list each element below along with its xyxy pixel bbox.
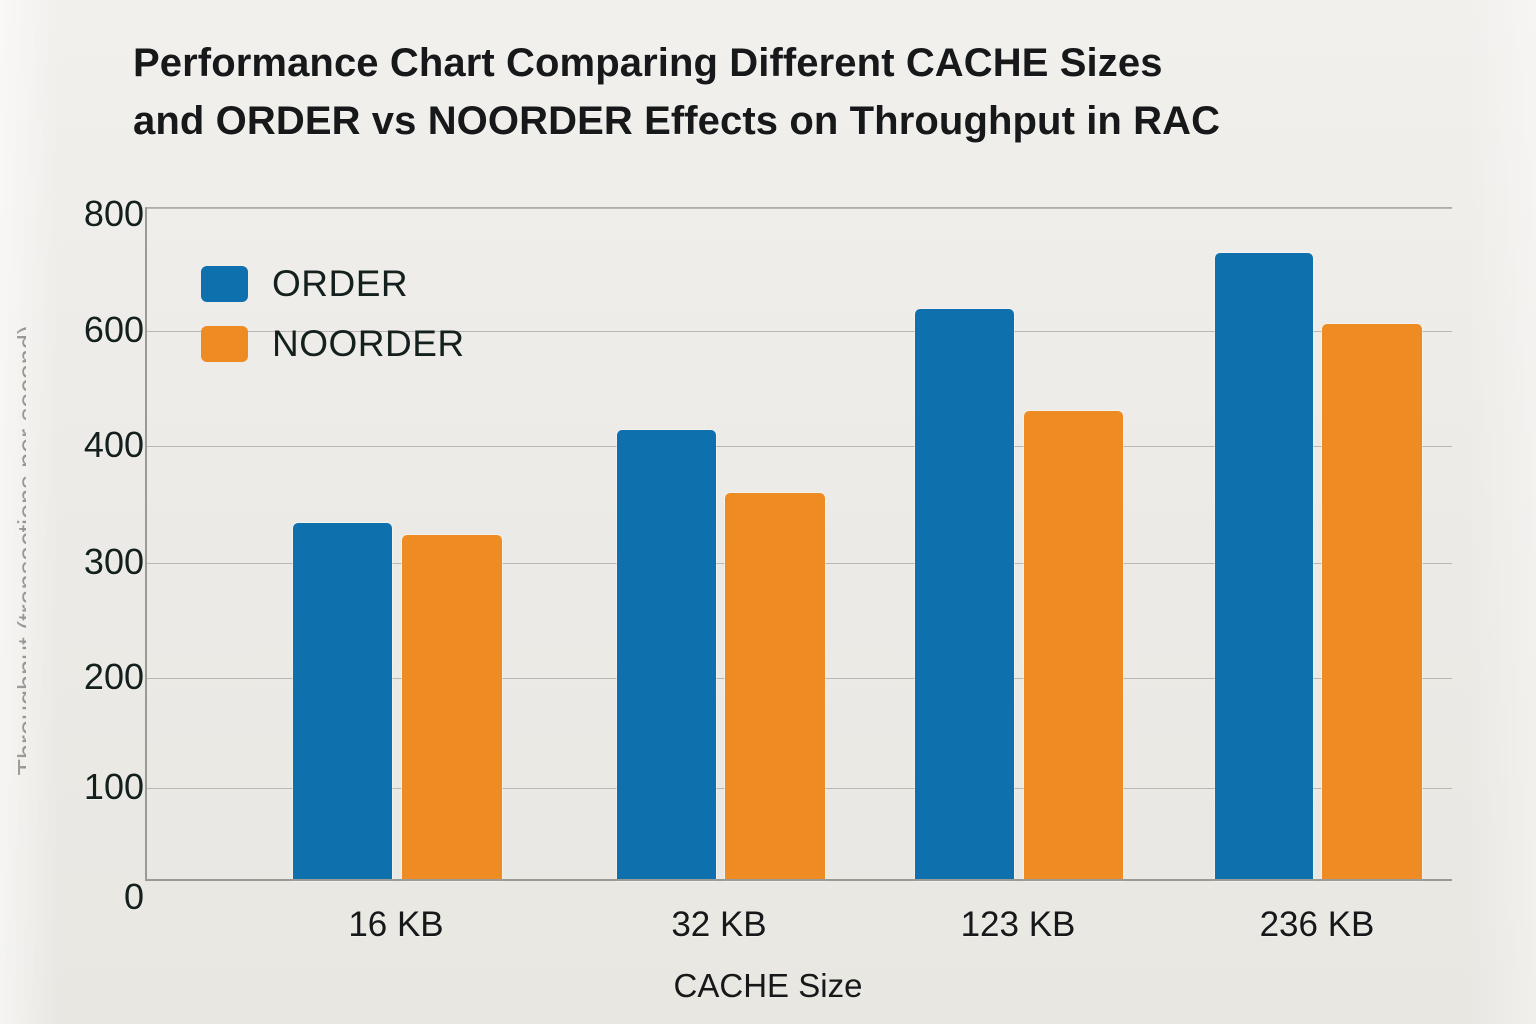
x-tick-label-16kb: 16 KB — [348, 905, 444, 944]
bar-noorder-16kb[interactable] — [402, 535, 502, 881]
y-tick-label-600: 600 — [83, 309, 144, 350]
bar-order-123kb[interactable] — [915, 309, 1014, 881]
bar-order-236kb[interactable] — [1215, 253, 1313, 881]
y-tick-label-300: 300 — [83, 541, 144, 582]
legend-item-noorder[interactable]: NOORDER — [201, 314, 465, 374]
chart-title-line-1: Performance Chart Comparing Different CA… — [133, 41, 1163, 85]
legend-item-order[interactable]: ORDER — [201, 254, 465, 314]
legend-label-noorder: NOORDER — [272, 323, 465, 364]
x-axis-label: CACHE Size — [673, 967, 863, 1004]
bar-order-32kb[interactable] — [617, 430, 716, 881]
gridline-800 — [147, 208, 1452, 209]
x-tick-label-123kb: 123 KB — [960, 905, 1076, 944]
y-tick-label-400: 400 — [83, 424, 144, 465]
legend-swatch-order-icon — [201, 266, 248, 302]
bar-noorder-236kb[interactable] — [1322, 324, 1422, 881]
legend-label-order: ORDER — [272, 263, 409, 304]
gridline-400 — [147, 446, 1452, 447]
y-tick-label-0: 0 — [123, 876, 144, 917]
y-tick-label-800: 800 — [83, 193, 144, 234]
y-tick-label-200: 200 — [83, 656, 144, 697]
y-tick-label-100: 100 — [83, 766, 144, 807]
x-axis-line — [145, 879, 1452, 881]
chart-legend: ORDER NOORDER — [201, 254, 465, 374]
y-axis-label-clip: Throughput (transactions per second) — [0, 200, 27, 840]
chart-title-line-2: and ORDER vs NOORDER Effects on Throughp… — [133, 99, 1221, 143]
gridline-600 — [147, 331, 1452, 332]
bar-noorder-32kb[interactable] — [725, 493, 825, 881]
x-tick-label-236kb: 236 KB — [1259, 905, 1375, 944]
x-tick-label-32kb: 32 KB — [671, 905, 767, 944]
plot-area: ORDER NOORDER — [145, 207, 1452, 881]
chart-title: Performance Chart Comparing Different CA… — [133, 34, 1433, 150]
bar-order-16kb[interactable] — [293, 523, 392, 881]
legend-swatch-noorder-icon — [201, 326, 248, 362]
bar-noorder-123kb[interactable] — [1024, 411, 1123, 881]
